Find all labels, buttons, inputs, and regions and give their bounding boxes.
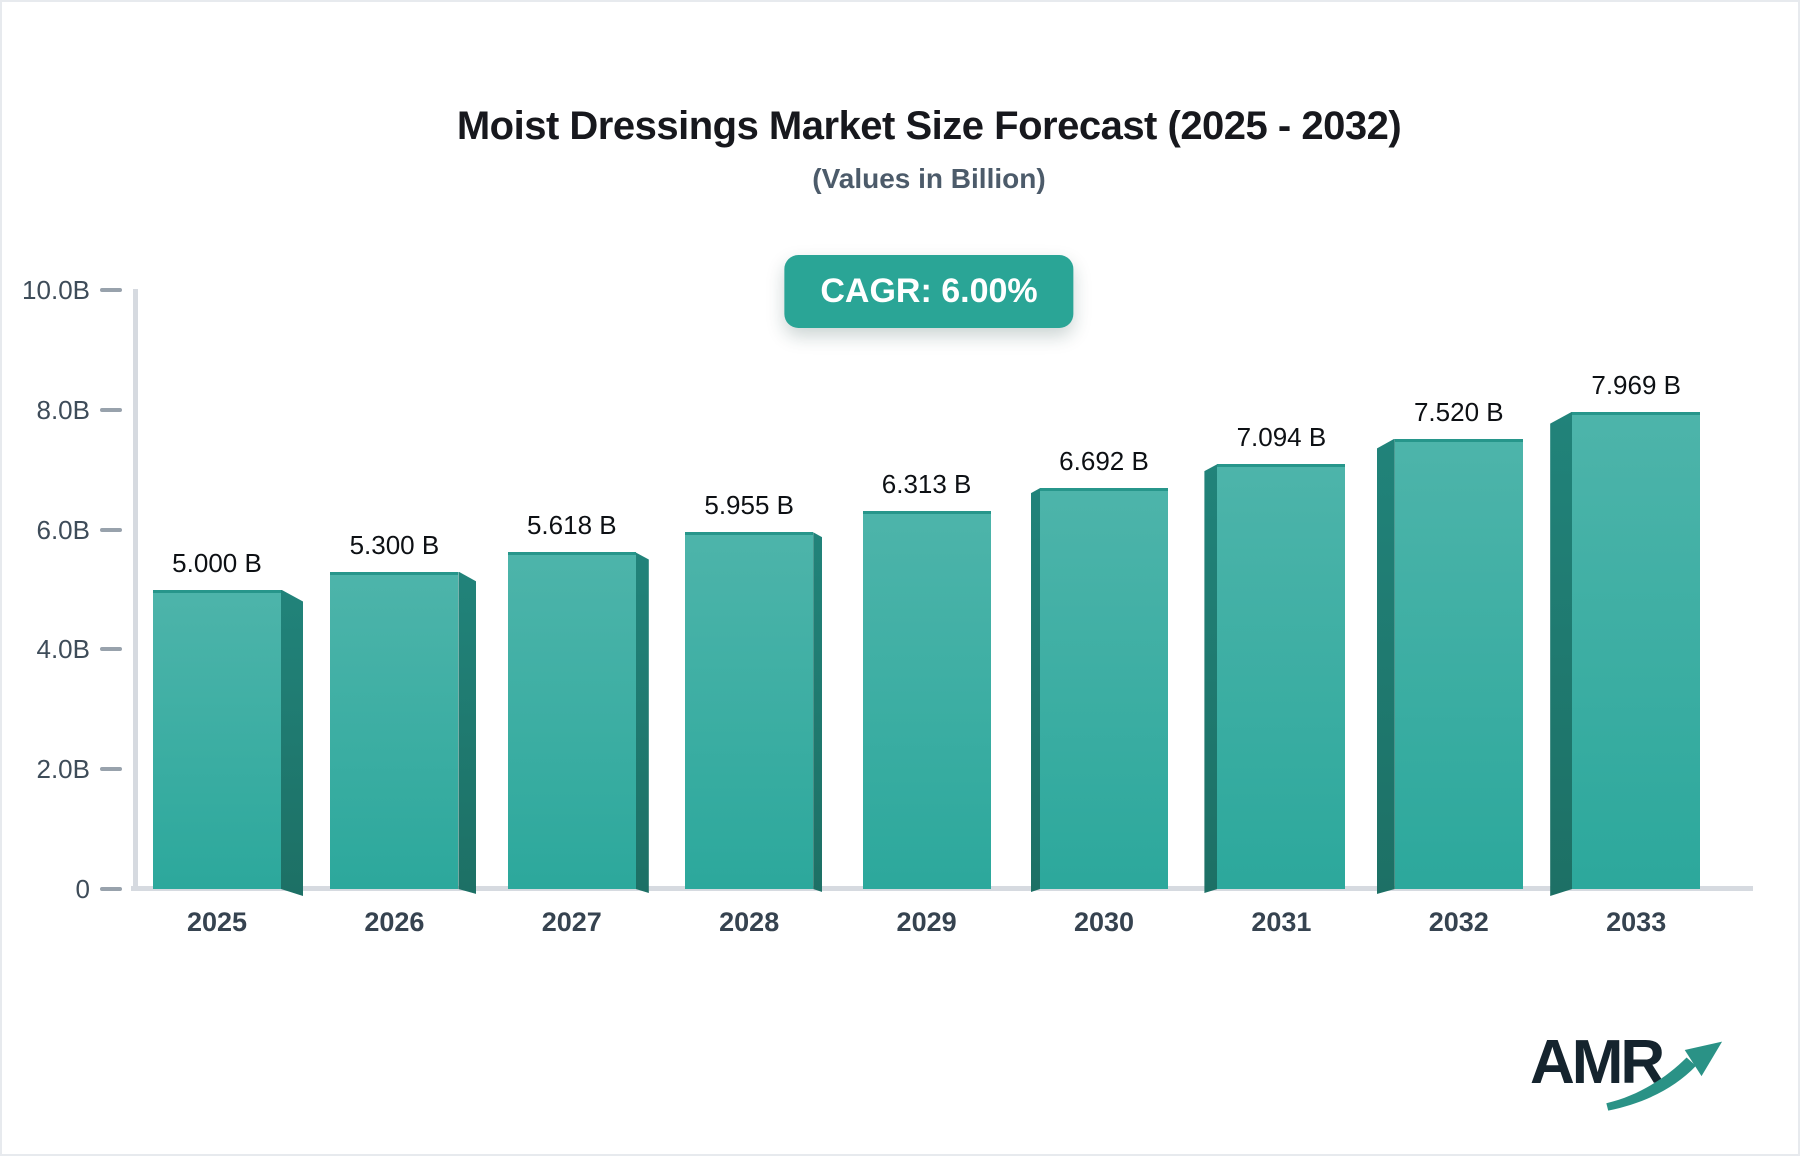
bar-value-label: 5.000 B: [172, 547, 262, 578]
bar-face[interactable]: [862, 510, 991, 889]
bar-side: [1377, 439, 1395, 894]
x-axis-label: 2029: [896, 907, 957, 937]
bar-value-label: 6.313 B: [881, 468, 972, 499]
cagr-badge: CAGR: 6.00%: [784, 255, 1074, 328]
y-tick-label: 6.0B: [36, 514, 91, 545]
bar-side: [281, 590, 303, 897]
y-tick-label: 4.0B: [36, 634, 91, 665]
bar-face[interactable]: [1217, 464, 1346, 889]
y-tick-label: 2.0B: [36, 754, 91, 785]
bar-face[interactable]: [330, 571, 459, 889]
x-axis-label: 2030: [1073, 907, 1135, 937]
bar-value-label: 7.520 B: [1413, 396, 1504, 427]
bar-side: [458, 572, 476, 894]
bar-side: [1031, 488, 1040, 892]
y-tick-label: 8.0B: [36, 394, 91, 425]
x-axis-label: 2027: [541, 907, 602, 937]
bar-value-label: 7.969 B: [1591, 369, 1681, 400]
bar-value-label: 5.618 B: [526, 510, 617, 541]
bar-face[interactable]: [1572, 411, 1701, 889]
bar-face[interactable]: [507, 552, 636, 889]
y-tick-dash: [100, 767, 122, 772]
chart-header: Moist Dressings Market Size Forecast (20…: [456, 104, 1402, 195]
chart-subtitle: (Values in Billion): [812, 163, 1046, 194]
chart-title: Moist Dressings Market Size Forecast (20…: [456, 104, 1402, 148]
y-tick-dash: [100, 407, 122, 412]
bar-value-label: 7.094 B: [1236, 422, 1327, 453]
y-tick-dash: [100, 647, 122, 652]
y-tick-label: 10.0B: [22, 275, 90, 305]
x-axis-label: 2025: [186, 907, 248, 937]
bar-value-label: 6.692 B: [1059, 446, 1149, 477]
bar-face[interactable]: [153, 589, 281, 889]
bar-value-label: 5.300 B: [349, 529, 440, 560]
y-tick-label: 0: [75, 874, 90, 904]
x-axis-label: 2026: [364, 907, 425, 937]
y-tick-dash: [100, 887, 122, 891]
x-axis-label: 2032: [1428, 907, 1489, 937]
y-tick-dash: [100, 527, 122, 532]
x-axis-label: 2033: [1606, 907, 1667, 937]
y-tick-dash: [100, 288, 122, 292]
bar-face[interactable]: [685, 532, 814, 889]
bar-face[interactable]: [1394, 438, 1523, 889]
x-axis-label: 2031: [1251, 907, 1312, 937]
bar-value-label: 5.955 B: [704, 490, 794, 521]
bar-side: [1204, 464, 1217, 893]
bar-face[interactable]: [1040, 488, 1168, 889]
growth-arrow-icon: [1606, 1041, 1723, 1111]
bar-side: [1550, 412, 1572, 896]
amr-logo: AMR: [1530, 1028, 1740, 1118]
bar-side: [636, 552, 649, 893]
y-axis-line: [133, 289, 138, 890]
bar-side: [813, 532, 822, 892]
amr-logo-text: AMR: [1530, 1028, 1665, 1097]
x-axis-label: 2028: [719, 907, 780, 937]
